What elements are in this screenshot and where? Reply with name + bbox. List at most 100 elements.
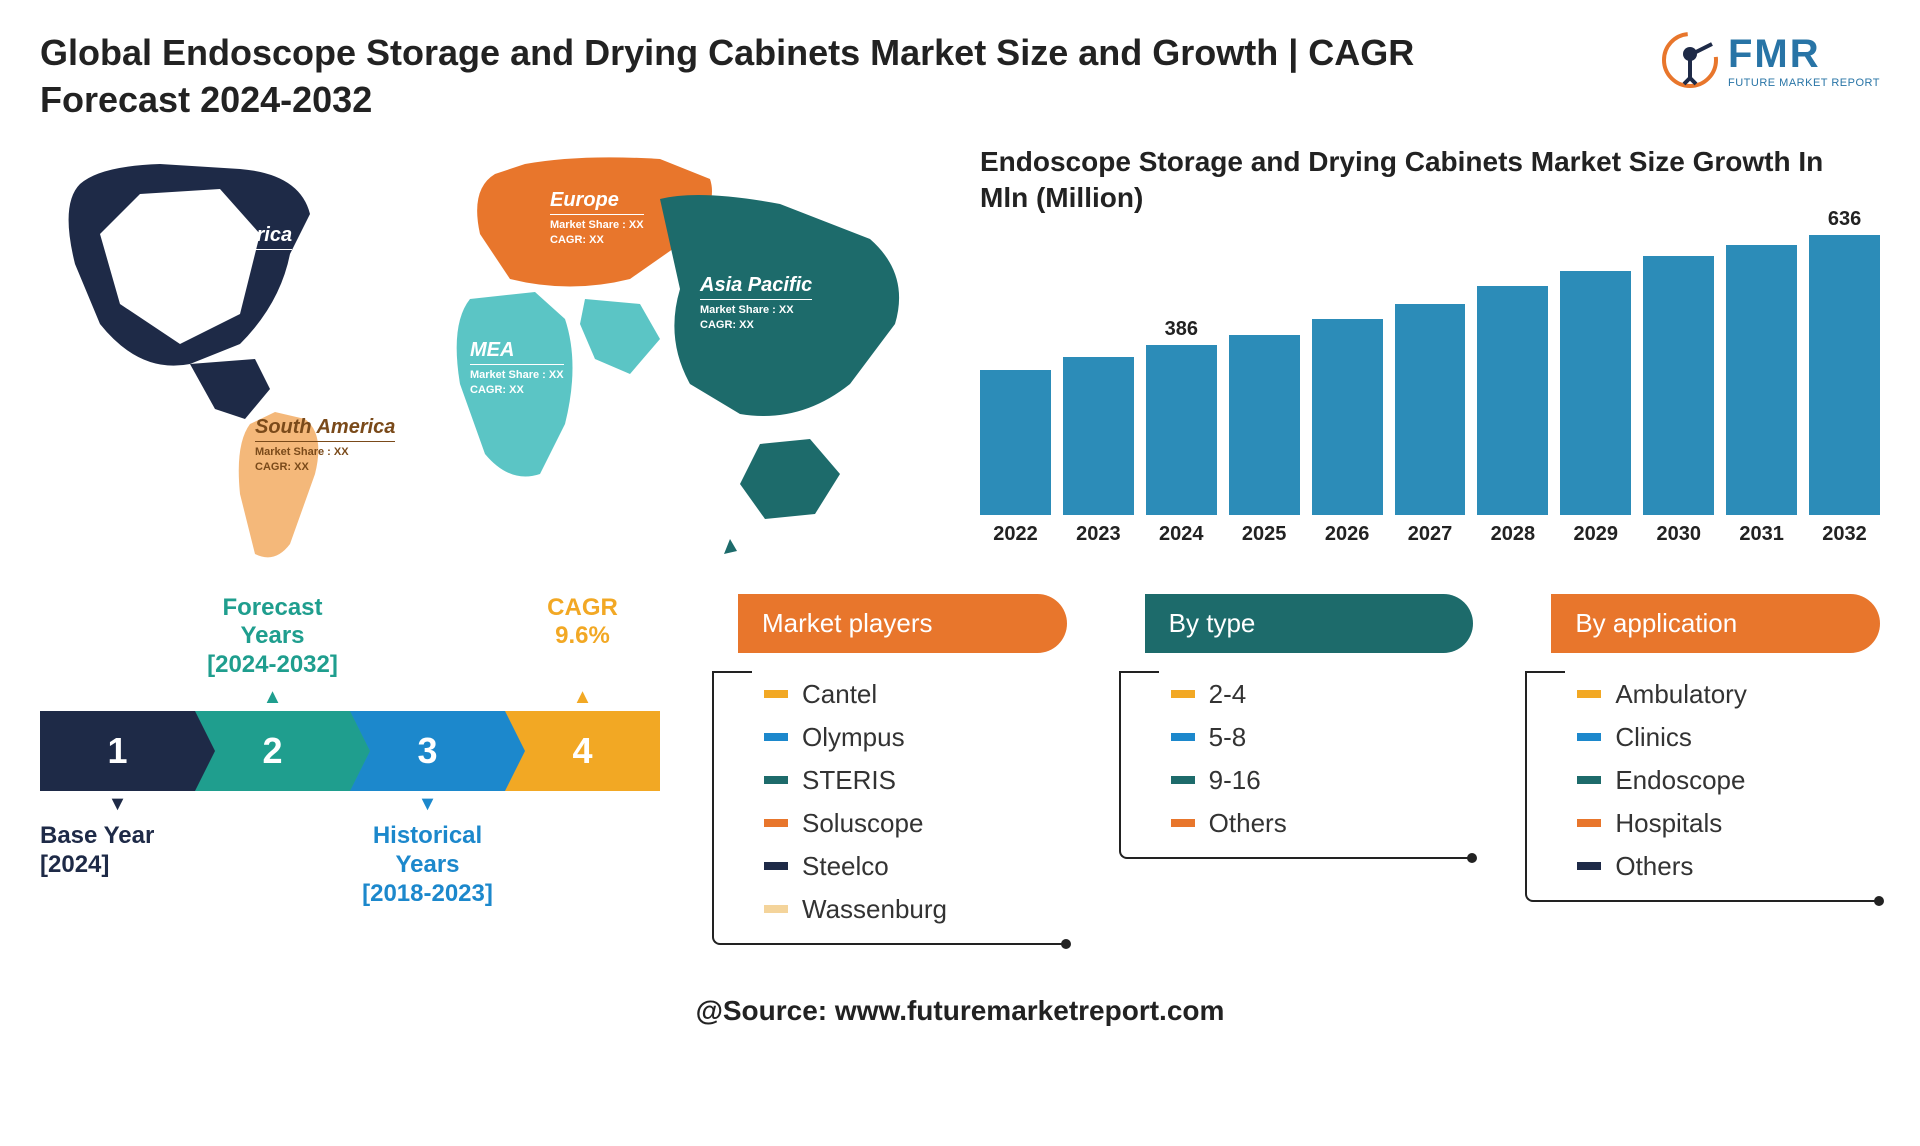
list-item-label: 2-4 bbox=[1209, 679, 1247, 710]
bar-column: 2023 bbox=[1063, 353, 1134, 546]
bar-year-label: 2025 bbox=[1242, 523, 1287, 546]
bar-column: 2026 bbox=[1312, 315, 1383, 546]
list-item-label: Cantel bbox=[802, 679, 877, 710]
by-application-col: By application Ambulatory Clinics Endoscop… bbox=[1513, 594, 1880, 902]
timeline-seg-2: 2 bbox=[195, 711, 350, 791]
bar-column: 2027 bbox=[1395, 300, 1466, 546]
bar-rect bbox=[1560, 271, 1631, 515]
bullet-icon bbox=[1513, 610, 1539, 636]
bar-value: 636 bbox=[1828, 208, 1861, 231]
source-attribution: @Source: www.futuremarketreport.com bbox=[40, 995, 1880, 1027]
list-item: 5-8 bbox=[1171, 716, 1474, 759]
timeline-seg-1: 1 bbox=[40, 711, 195, 791]
list-item: Steelco bbox=[764, 845, 1067, 888]
list-item-label: Others bbox=[1209, 808, 1287, 839]
color-swatch bbox=[764, 776, 788, 784]
color-swatch bbox=[1577, 690, 1601, 698]
timeline-seg-3: 3 bbox=[350, 711, 505, 791]
world-map: North America Market Share : XX CAGR: XX… bbox=[40, 144, 940, 564]
list-item-label: Steelco bbox=[802, 851, 889, 882]
logo-text-main: FMR bbox=[1728, 32, 1880, 77]
bar-rect bbox=[1809, 235, 1880, 515]
bar-year-label: 2022 bbox=[993, 523, 1038, 546]
bar-year-label: 2029 bbox=[1574, 523, 1619, 546]
color-swatch bbox=[1577, 819, 1601, 827]
bar-chart: 2022 2023 386 2024 2025 2026 2027 2028 2029 2030 2… bbox=[980, 226, 1880, 546]
bar-column: 2031 bbox=[1726, 241, 1797, 547]
bullet-icon bbox=[700, 610, 726, 636]
bar-column: 2028 bbox=[1477, 282, 1548, 546]
list-item-label: 9-16 bbox=[1209, 765, 1261, 796]
list-item: 9-16 bbox=[1171, 759, 1474, 802]
list-item: Soluscope bbox=[764, 802, 1067, 845]
bar-rect bbox=[1229, 335, 1300, 516]
bar-column: 2029 bbox=[1560, 267, 1631, 546]
bar-year-label: 2032 bbox=[1822, 523, 1867, 546]
list-item: Ambulatory bbox=[1577, 673, 1880, 716]
list-item: Cantel bbox=[764, 673, 1067, 716]
list-item-label: 5-8 bbox=[1209, 722, 1247, 753]
bullet-icon bbox=[1107, 610, 1133, 636]
by-type-list: 2-4 5-8 9-16 Others bbox=[1119, 673, 1474, 859]
bar-rect bbox=[1395, 304, 1466, 515]
bar-rect bbox=[1726, 245, 1797, 516]
list-item: Others bbox=[1171, 802, 1474, 845]
by-type-col: By type 2-4 5-8 9-16 Others bbox=[1107, 594, 1474, 859]
list-item: Endoscope bbox=[1577, 759, 1880, 802]
list-item-label: STERIS bbox=[802, 765, 896, 796]
bar-year-label: 2028 bbox=[1491, 523, 1536, 546]
bar-year-label: 2027 bbox=[1408, 523, 1453, 546]
list-item: Clinics bbox=[1577, 716, 1880, 759]
market-players-list: Cantel Olympus STERIS Soluscope Steelco Wasse… bbox=[712, 673, 1067, 945]
list-item-label: Endoscope bbox=[1615, 765, 1745, 796]
color-swatch bbox=[764, 862, 788, 870]
by-type-header: By type bbox=[1145, 594, 1474, 653]
market-players-col: Market players Cantel Olympus STERIS Solusc… bbox=[700, 594, 1067, 945]
list-item-label: Clinics bbox=[1615, 722, 1692, 753]
bar-rect bbox=[1146, 345, 1217, 515]
color-swatch bbox=[1171, 819, 1195, 827]
bar-column: 2030 bbox=[1643, 252, 1714, 547]
list-item: Hospitals bbox=[1577, 802, 1880, 845]
bar-value: 386 bbox=[1165, 318, 1198, 341]
logo: FMR FUTURE MARKET REPORT bbox=[1660, 30, 1880, 90]
list-item-label: Ambulatory bbox=[1615, 679, 1747, 710]
bar-year-label: 2030 bbox=[1656, 523, 1701, 546]
region-south-america: South America Market Share : XX CAGR: XX bbox=[255, 416, 395, 476]
bar-column: 386 2024 bbox=[1146, 318, 1217, 546]
timeline-bar: 1 2 3 4 bbox=[40, 711, 660, 791]
list-item-label: Olympus bbox=[802, 722, 905, 753]
header: Global Endoscope Storage and Drying Cabi… bbox=[40, 30, 1880, 124]
timeline-seg-4: 4 bbox=[505, 711, 660, 791]
list-item-label: Wassenburg bbox=[802, 894, 947, 925]
region-europe: Europe Market Share : XX CAGR: XX bbox=[550, 189, 644, 249]
color-swatch bbox=[764, 905, 788, 913]
region-mea: MEA Market Share : XX CAGR: XX bbox=[470, 339, 564, 399]
list-item: STERIS bbox=[764, 759, 1067, 802]
region-asia-pacific: Asia Pacific Market Share : XX CAGR: XX bbox=[700, 274, 812, 334]
bar-rect bbox=[1643, 256, 1714, 516]
color-swatch bbox=[1577, 862, 1601, 870]
bar-year-label: 2026 bbox=[1325, 523, 1370, 546]
bar-year-label: 2031 bbox=[1739, 523, 1784, 546]
bar-chart-section: Endoscope Storage and Drying Cabinets Ma… bbox=[980, 144, 1880, 564]
bar-rect bbox=[980, 370, 1051, 515]
logo-icon bbox=[1660, 30, 1720, 90]
by-application-header: By application bbox=[1551, 594, 1880, 653]
forecast-years-label: Forecast Years [2024-2032] bbox=[195, 594, 350, 680]
list-item-label: Hospitals bbox=[1615, 808, 1722, 839]
color-swatch bbox=[1171, 733, 1195, 741]
color-swatch bbox=[1171, 690, 1195, 698]
color-swatch bbox=[764, 690, 788, 698]
bar-year-label: 2024 bbox=[1159, 523, 1204, 546]
historical-years-label: Historical Years [2018-2023] bbox=[350, 822, 505, 908]
bar-rect bbox=[1063, 357, 1134, 515]
list-item: Olympus bbox=[764, 716, 1067, 759]
base-year-label: Base Year [2024] bbox=[40, 822, 195, 908]
list-item: Wassenburg bbox=[764, 888, 1067, 931]
color-swatch bbox=[764, 733, 788, 741]
bar-column: 2025 bbox=[1229, 331, 1300, 547]
bar-column: 636 2032 bbox=[1809, 208, 1880, 546]
by-application-list: AmbulatoryClinicsEndoscopeHospitalsOther… bbox=[1525, 673, 1880, 902]
market-players-header: Market players bbox=[738, 594, 1067, 653]
